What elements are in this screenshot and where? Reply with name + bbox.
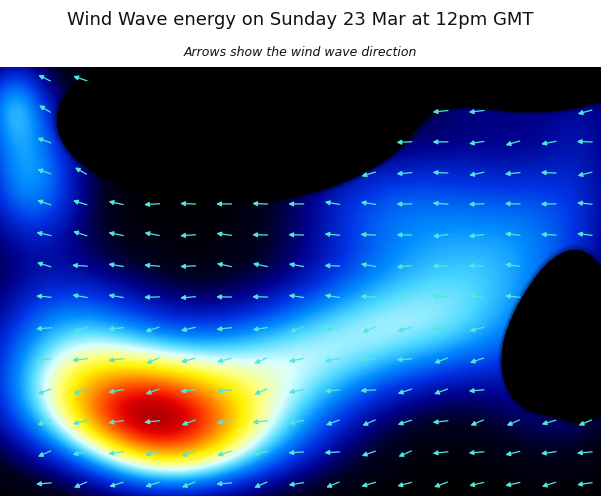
Text: Wind Wave energy on Sunday 23 Mar at 12pm GMT: Wind Wave energy on Sunday 23 Mar at 12p… [67, 11, 534, 29]
Text: Arrows show the wind wave direction: Arrows show the wind wave direction [184, 46, 417, 59]
